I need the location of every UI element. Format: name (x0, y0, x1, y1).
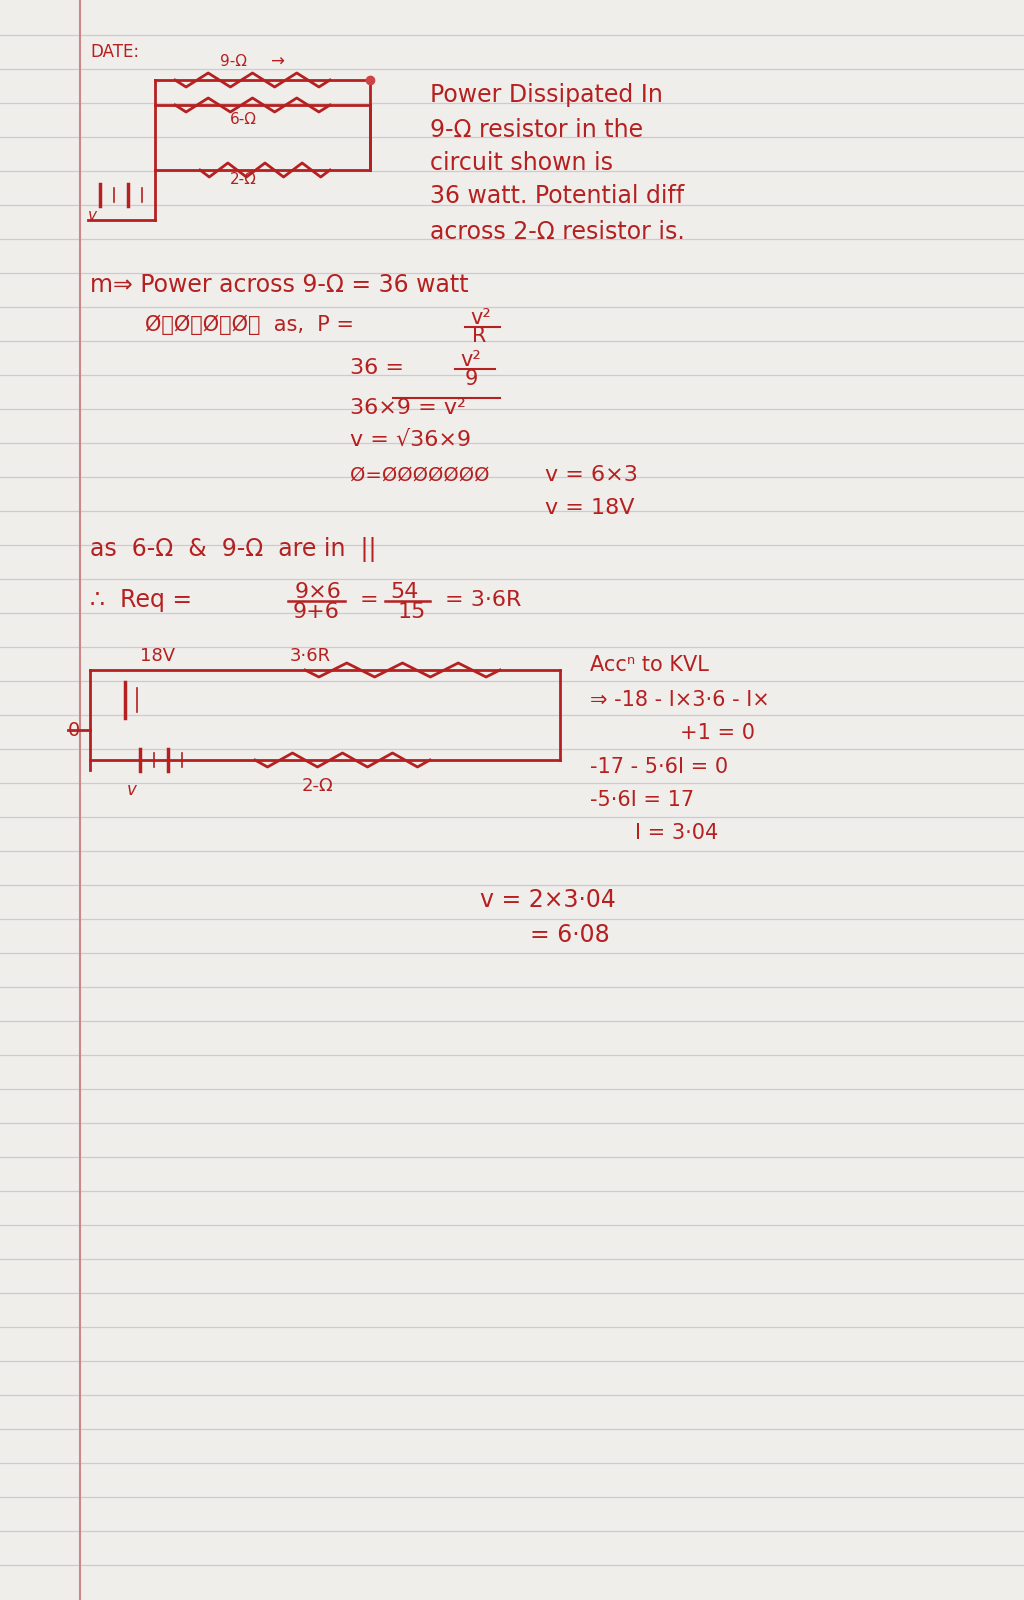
Text: -5·6I = 17: -5·6I = 17 (590, 790, 694, 810)
Text: Power Dissipated In: Power Dissipated In (430, 83, 663, 107)
Text: 3·6R: 3·6R (290, 646, 331, 666)
Text: 36×9 = v²: 36×9 = v² (350, 398, 466, 418)
Text: 9+6: 9+6 (293, 602, 340, 622)
Text: →: → (270, 53, 284, 70)
Text: v: v (88, 208, 97, 222)
Text: ∴  Req =: ∴ Req = (90, 587, 193, 611)
Text: =: = (360, 590, 379, 610)
Text: Ø=ØØØØØØØ: Ø=ØØØØØØØ (350, 466, 489, 485)
Text: 15: 15 (398, 602, 426, 622)
Text: Ø⃤Ø⃤Ø⃤Ø⃤  as,  P =: Ø⃤Ø⃤Ø⃤Ø⃤ as, P = (145, 315, 354, 336)
Text: DATE:: DATE: (90, 43, 139, 61)
Text: 6-Ω: 6-Ω (230, 112, 257, 128)
Text: 18V: 18V (140, 646, 175, 666)
Text: -17 - 5·6I = 0: -17 - 5·6I = 0 (590, 757, 728, 778)
Text: v = 18V: v = 18V (545, 498, 635, 518)
Text: v = 2×3·04: v = 2×3·04 (480, 888, 615, 912)
Text: 36 =: 36 = (350, 358, 404, 378)
Text: 9-Ω: 9-Ω (220, 54, 247, 69)
Text: 9×6: 9×6 (295, 582, 342, 602)
Text: +1 = 0: +1 = 0 (680, 723, 755, 742)
Text: 2-Ω: 2-Ω (302, 778, 334, 795)
Text: 36 watt. Potential diff: 36 watt. Potential diff (430, 184, 684, 208)
Text: as  6-Ω  &  9-Ω  are in  ||: as 6-Ω & 9-Ω are in || (90, 538, 377, 563)
Text: circuit shown is: circuit shown is (430, 150, 613, 174)
Text: v²: v² (470, 307, 490, 328)
Text: I = 3·04: I = 3·04 (635, 822, 718, 843)
Text: 2-Ω: 2-Ω (230, 173, 257, 187)
Text: ⇒ -18 - I×3·6 - I×: ⇒ -18 - I×3·6 - I× (590, 690, 770, 710)
Text: v²: v² (460, 350, 481, 370)
Text: v = 6×3: v = 6×3 (545, 466, 638, 485)
Text: R: R (472, 326, 486, 346)
Text: across 2-Ω resistor is.: across 2-Ω resistor is. (430, 219, 685, 243)
Text: v: v (127, 781, 137, 798)
Text: 0: 0 (68, 720, 80, 739)
Text: = 3·6R: = 3·6R (445, 590, 521, 610)
Text: 54: 54 (390, 582, 419, 602)
Text: 9: 9 (465, 370, 478, 389)
Text: m⇒ Power across 9-Ω = 36 watt: m⇒ Power across 9-Ω = 36 watt (90, 274, 469, 298)
Text: v = √36×9: v = √36×9 (350, 430, 471, 450)
Text: Accⁿ to KVL: Accⁿ to KVL (590, 654, 709, 675)
Text: = 6·08: = 6·08 (530, 923, 609, 947)
Text: 9-Ω resistor in the: 9-Ω resistor in the (430, 118, 643, 142)
